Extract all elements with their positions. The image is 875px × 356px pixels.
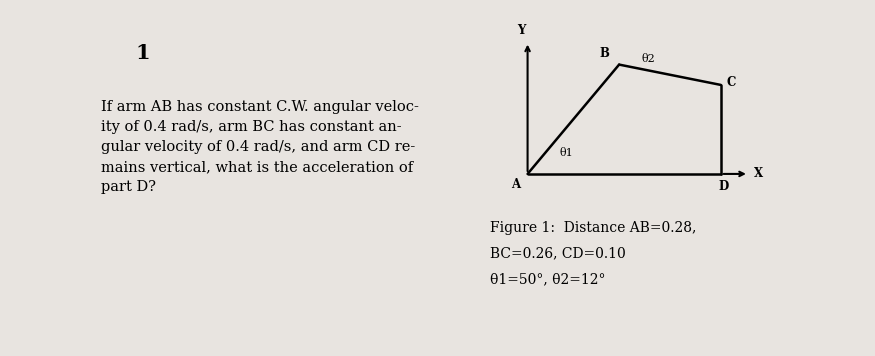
Text: B: B xyxy=(599,47,609,59)
Text: 1: 1 xyxy=(136,43,150,63)
Text: θ1: θ1 xyxy=(559,148,573,158)
Text: X: X xyxy=(754,167,763,180)
Text: If arm AB has constant C.W. angular veloc-
ity of 0.4 rad/s, arm BC has constant: If arm AB has constant C.W. angular velo… xyxy=(101,100,418,194)
Text: D: D xyxy=(718,180,729,193)
Text: BC=0.26, CD=0.10: BC=0.26, CD=0.10 xyxy=(490,246,626,260)
Text: θ1=50°, θ2=12°: θ1=50°, θ2=12° xyxy=(490,272,606,286)
Text: A: A xyxy=(511,178,520,191)
Text: θ2: θ2 xyxy=(641,54,655,64)
Text: C: C xyxy=(727,76,736,89)
Text: Y: Y xyxy=(517,23,526,37)
Text: Figure 1:  Distance AB=0.28,: Figure 1: Distance AB=0.28, xyxy=(490,221,696,235)
